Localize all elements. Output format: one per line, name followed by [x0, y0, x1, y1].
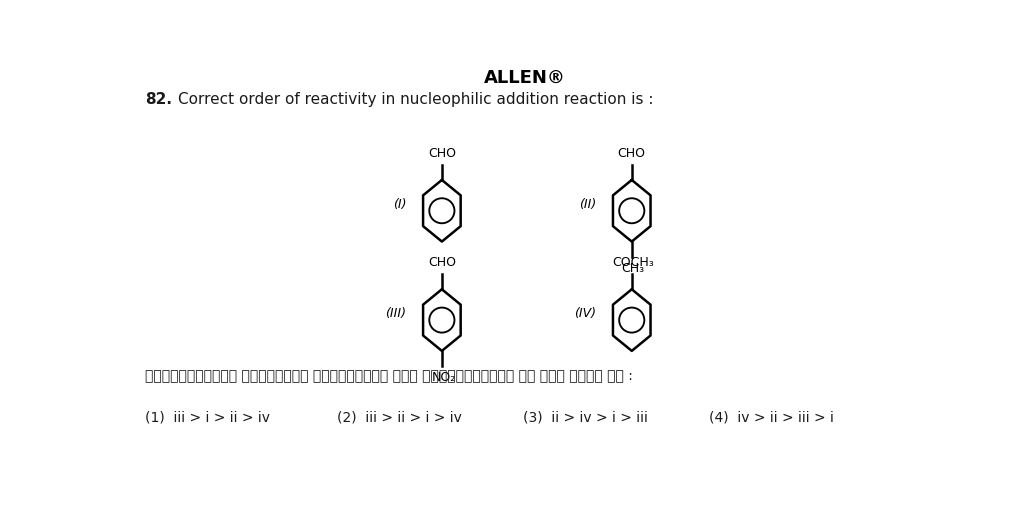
Text: (IV): (IV) [574, 308, 596, 321]
Text: CHO: CHO [617, 147, 646, 160]
Text: NO₂: NO₂ [431, 371, 456, 384]
Text: ALLEN®: ALLEN® [484, 69, 565, 87]
Text: (II): (II) [579, 198, 596, 211]
Text: (1)  iii > i > ii > iv: (1) iii > i > ii > iv [145, 410, 270, 424]
Text: CH₃: CH₃ [622, 262, 645, 275]
Text: (III): (III) [385, 308, 407, 321]
Text: (4)  iv > ii > iii > i: (4) iv > ii > iii > i [710, 410, 835, 424]
Text: COCH₃: COCH₃ [612, 256, 654, 269]
Text: 82.: 82. [145, 91, 172, 107]
Text: CHO: CHO [428, 147, 456, 160]
Text: (2)  iii > ii > i > iv: (2) iii > ii > i > iv [337, 410, 462, 424]
Text: (I): (I) [393, 198, 407, 211]
Text: CHO: CHO [428, 256, 456, 269]
Text: (3)  ii > iv > i > iii: (3) ii > iv > i > iii [523, 410, 648, 424]
Text: नाभिकस्नेही योगात्मक अभिक्रिया में क्रियाशीलता का सही क्रम है :: नाभिकस्नेही योगात्मक अभिक्रिया में क्रिय… [145, 369, 633, 383]
Text: Correct order of reactivity in nucleophilic addition reaction is :: Correct order of reactivity in nucleophi… [178, 91, 654, 107]
